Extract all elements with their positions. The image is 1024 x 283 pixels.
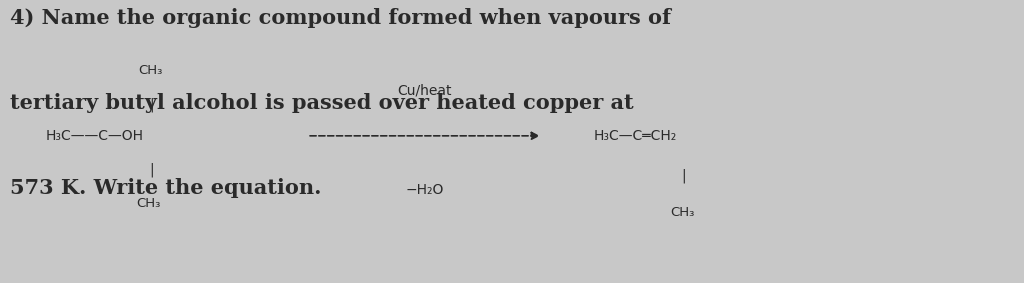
Text: CH₃: CH₃ <box>138 64 163 77</box>
Text: 573 K. Write the equation.: 573 K. Write the equation. <box>10 178 322 198</box>
Text: H₃C—C═CH₂: H₃C—C═CH₂ <box>594 129 677 143</box>
Text: tertiary butyl alcohol is passed over heated copper at: tertiary butyl alcohol is passed over he… <box>10 93 634 113</box>
Text: |: | <box>682 168 686 183</box>
Text: |: | <box>150 97 154 112</box>
Text: 4) Name the organic compound formed when vapours of: 4) Name the organic compound formed when… <box>10 8 672 29</box>
Text: H₃C——C—OH: H₃C——C—OH <box>46 129 144 143</box>
Text: CH₃: CH₃ <box>136 197 161 210</box>
Text: CH₃: CH₃ <box>671 206 695 219</box>
Text: −H₂O: −H₂O <box>406 183 444 197</box>
Text: |: | <box>150 162 154 177</box>
Text: Cu/heat: Cu/heat <box>397 83 453 98</box>
